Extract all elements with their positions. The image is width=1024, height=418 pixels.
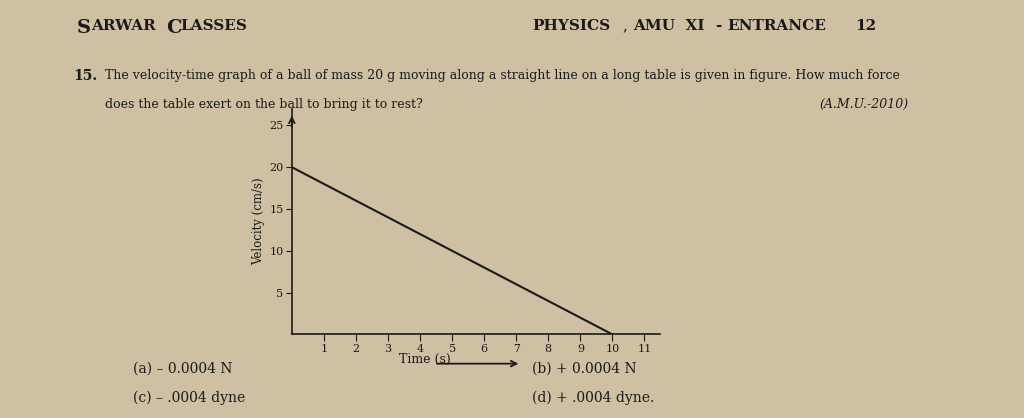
Text: (A.M.U.-2010): (A.M.U.-2010) bbox=[819, 98, 908, 111]
Text: 15.: 15. bbox=[74, 69, 98, 83]
Text: 12: 12 bbox=[855, 19, 877, 33]
Text: AMU  XI: AMU XI bbox=[633, 19, 705, 33]
Text: ,: , bbox=[623, 19, 628, 33]
Text: does the table exert on the ball to bring it to rest?: does the table exert on the ball to brin… bbox=[105, 98, 423, 111]
Text: C: C bbox=[166, 19, 181, 37]
Y-axis label: Velocity (cm/s): Velocity (cm/s) bbox=[252, 178, 265, 265]
Text: PHYSICS: PHYSICS bbox=[532, 19, 610, 33]
Text: (a) – 0.0004 N: (a) – 0.0004 N bbox=[133, 362, 232, 375]
Text: -: - bbox=[715, 19, 721, 33]
Text: (b) + 0.0004 N: (b) + 0.0004 N bbox=[532, 362, 637, 375]
Text: ARWAR: ARWAR bbox=[91, 19, 156, 33]
Text: ENTRANCE: ENTRANCE bbox=[727, 19, 826, 33]
Text: The velocity-time graph of a ball of mass 20 g moving along a straight line on a: The velocity-time graph of a ball of mas… bbox=[105, 69, 900, 82]
Text: S: S bbox=[77, 19, 91, 37]
Text: (c) – .0004 dyne: (c) – .0004 dyne bbox=[133, 391, 246, 405]
Text: Time (s): Time (s) bbox=[399, 353, 451, 366]
Text: (d) + .0004 dyne.: (d) + .0004 dyne. bbox=[532, 391, 654, 405]
Text: LASSES: LASSES bbox=[180, 19, 247, 33]
